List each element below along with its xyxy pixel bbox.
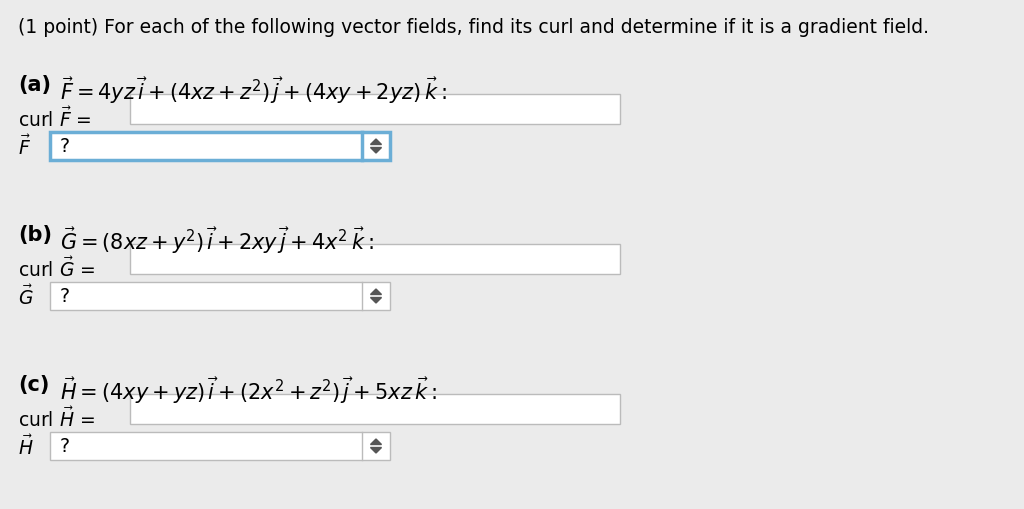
Text: $\vec{F}$: $\vec{F}$ xyxy=(18,135,31,159)
Polygon shape xyxy=(371,439,382,445)
Polygon shape xyxy=(371,298,382,303)
Bar xyxy=(130,95,620,125)
Text: $\vec{G}$: $\vec{G}$ xyxy=(18,285,34,308)
Text: curl $\vec{F}$ =: curl $\vec{F}$ = xyxy=(18,107,91,131)
Polygon shape xyxy=(371,447,382,453)
Text: ?: ? xyxy=(60,137,70,156)
Text: $\vec{G} = (8xz + y^2)\,\vec{i} + 2xy\,\vec{j} + 4x^2\,\vec{k}:$: $\vec{G} = (8xz + y^2)\,\vec{i} + 2xy\,\… xyxy=(60,224,374,256)
Text: curl $\vec{G}$ =: curl $\vec{G}$ = xyxy=(18,257,95,280)
Text: curl $\vec{H}$ =: curl $\vec{H}$ = xyxy=(18,406,95,430)
Text: $\vec{F} = 4yz\,\vec{i} + (4xz + z^2)\,\vec{j} + (4xy + 2yz)\,\vec{k}:$: $\vec{F} = 4yz\,\vec{i} + (4xz + z^2)\,\… xyxy=(60,75,446,105)
Text: $\vec{H} = (4xy + yz)\,\vec{i} + (2x^2 + z^2)\,\vec{j} + 5xz\,\vec{k}:$: $\vec{H} = (4xy + yz)\,\vec{i} + (2x^2 +… xyxy=(60,374,437,405)
Text: ?: ? xyxy=(60,287,70,306)
Polygon shape xyxy=(371,140,382,145)
Text: ?: ? xyxy=(60,437,70,456)
Bar xyxy=(130,394,620,424)
Bar xyxy=(50,133,390,161)
Bar xyxy=(50,282,390,310)
Text: (a): (a) xyxy=(18,75,51,95)
Polygon shape xyxy=(371,290,382,295)
Text: (1 point) For each of the following vector fields, find its curl and determine i: (1 point) For each of the following vect… xyxy=(18,18,929,37)
Text: (c): (c) xyxy=(18,374,49,394)
Text: $\vec{H}$: $\vec{H}$ xyxy=(18,434,34,458)
Polygon shape xyxy=(371,148,382,154)
Bar xyxy=(130,244,620,274)
Text: (b): (b) xyxy=(18,224,52,244)
Bar xyxy=(50,432,390,460)
